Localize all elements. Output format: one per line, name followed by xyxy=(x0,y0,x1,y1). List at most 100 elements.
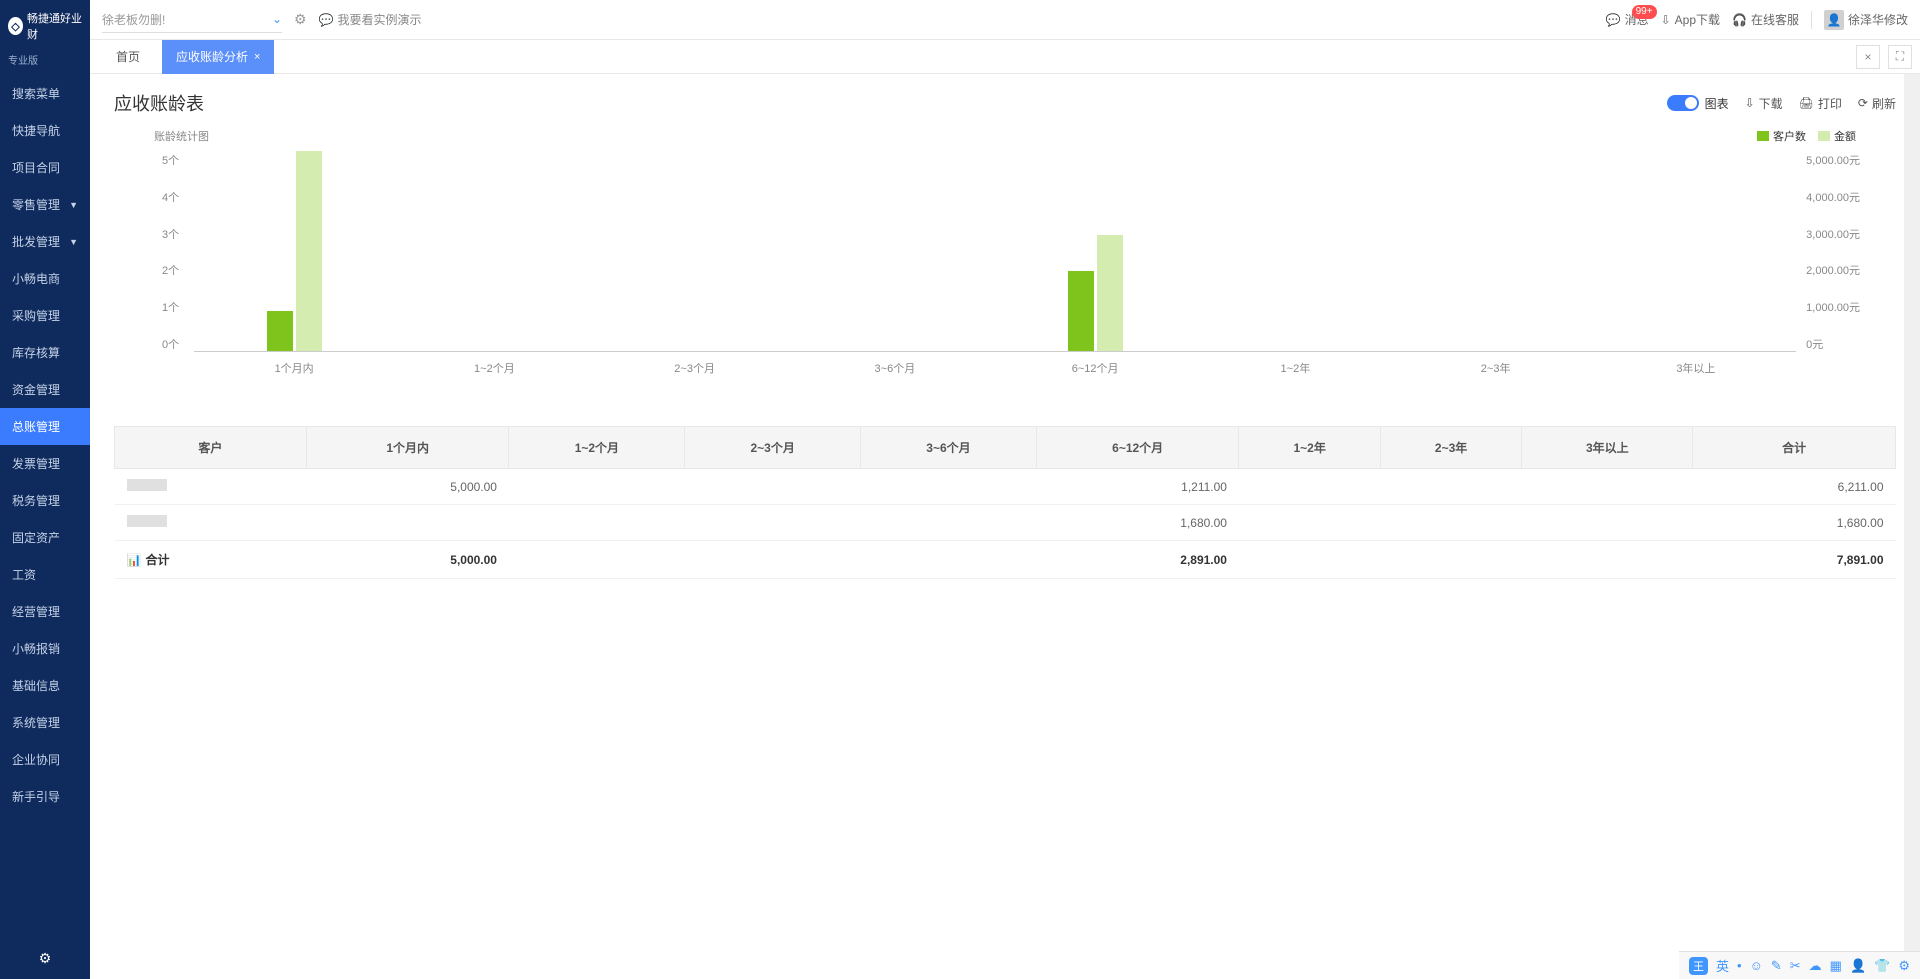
user-menu[interactable]: 👤 徐泽华修改 xyxy=(1824,10,1908,30)
demo-text: 我要看实例演示 xyxy=(338,11,422,28)
chevron-down-icon: ▼ xyxy=(69,200,78,210)
table-cell xyxy=(1522,505,1693,541)
y-left-tick: 1个 xyxy=(162,299,179,315)
tb-shirt-icon[interactable]: 👕 xyxy=(1874,958,1890,974)
table-cell xyxy=(685,541,861,579)
nav-item[interactable]: 税务管理 xyxy=(0,482,90,519)
org-selector[interactable]: 徐老板勿删! ⌄ xyxy=(102,7,282,33)
y-right-tick: 1,000.00元 xyxy=(1806,299,1860,315)
chart-area: 5个4个3个2个1个0个 5,000.00元4,000.00元3,000.00元… xyxy=(174,152,1796,402)
nav-item[interactable]: 经营管理 xyxy=(0,593,90,630)
y-right-tick: 0元 xyxy=(1806,336,1860,352)
table-header-cell: 合计 xyxy=(1693,427,1896,469)
x-label: 1个月内 xyxy=(254,360,334,376)
topbar: 徐老板勿删! ⌄ ⚙ 💬 我要看实例演示 💬 消息 99+ ⇩ App下载 🎧 … xyxy=(90,0,1920,40)
tb-scissors-icon[interactable]: ✂ xyxy=(1790,958,1801,974)
nav-item[interactable]: 总账管理 xyxy=(0,408,90,445)
table-header-cell: 1~2个月 xyxy=(509,427,685,469)
nav-item-label: 采购管理 xyxy=(12,307,60,324)
table-cell: 1,680.00 xyxy=(1693,505,1896,541)
legend-amount-label: 金额 xyxy=(1834,128,1856,144)
message-icon: 💬 xyxy=(1606,13,1621,27)
nav-item-label: 企业协同 xyxy=(12,751,60,768)
gear-icon[interactable]: ⚙ xyxy=(294,11,307,28)
tb-cloud-icon[interactable]: ☁ xyxy=(1809,958,1822,974)
table-cell xyxy=(861,541,1037,579)
nav-item[interactable]: 工资 xyxy=(0,556,90,593)
y-axis-left: 5个4个3个2个1个0个 xyxy=(162,152,179,352)
table-body: 5,000.001,211.006,211.001,680.001,680.00… xyxy=(115,469,1896,579)
tb-smile-icon[interactable]: ☺ xyxy=(1750,958,1763,973)
y-left-tick: 4个 xyxy=(162,189,179,205)
nav-item[interactable]: 企业协同 xyxy=(0,741,90,778)
scrollbar[interactable] xyxy=(1904,74,1920,951)
tb-person-icon[interactable]: 👤 xyxy=(1850,958,1866,974)
nav-item[interactable]: 项目合同 xyxy=(0,149,90,186)
nav-item[interactable]: 发票管理 xyxy=(0,445,90,482)
nav-item[interactable]: 新手引导 xyxy=(0,778,90,815)
x-label: 2~3个月 xyxy=(655,360,735,376)
tb-grid-icon[interactable]: ▦ xyxy=(1830,958,1842,974)
nav-item[interactable]: 零售管理▼ xyxy=(0,186,90,223)
nav-item[interactable]: 批发管理▼ xyxy=(0,223,90,260)
nav-item[interactable]: 库存核算 xyxy=(0,334,90,371)
tb-gear-icon[interactable]: ⚙ xyxy=(1898,958,1910,974)
x-label: 1~2个月 xyxy=(454,360,534,376)
close-icon[interactable]: × xyxy=(254,40,260,74)
legend-customers-label: 客户数 xyxy=(1773,128,1806,144)
legend-amount: 金额 xyxy=(1818,128,1856,144)
close-all-button[interactable]: × xyxy=(1856,45,1880,69)
table-cell: 5,000.00 xyxy=(306,469,509,505)
brand-logo: ◇ 畅捷通好业财 xyxy=(0,0,90,52)
table-cell xyxy=(509,541,685,579)
settings-gear-icon[interactable]: ⚙ xyxy=(0,938,90,979)
nav-item[interactable]: 基础信息 xyxy=(0,667,90,704)
nav-item[interactable]: 快捷导航 xyxy=(0,112,90,149)
brand-edition: 专业版 xyxy=(0,52,90,75)
nav-item[interactable]: 资金管理 xyxy=(0,371,90,408)
tb-edit-icon[interactable]: ✎ xyxy=(1771,958,1782,974)
tab-home[interactable]: 首页 xyxy=(102,40,154,74)
nav-item[interactable]: 采购管理 xyxy=(0,297,90,334)
nav-item[interactable]: 小畅电商 xyxy=(0,260,90,297)
page-title: 应收账龄表 xyxy=(114,90,204,116)
print-button[interactable]: 🖨 打印 xyxy=(1799,95,1842,112)
ime-badge[interactable]: 王 xyxy=(1689,957,1708,975)
y-right-tick: 5,000.00元 xyxy=(1806,152,1860,168)
nav-item[interactable]: 固定资产 xyxy=(0,519,90,556)
tb-dot-icon[interactable]: • xyxy=(1737,958,1742,973)
ime-lang[interactable]: 英 xyxy=(1716,956,1729,975)
nav-item[interactable]: 小畅报销 xyxy=(0,630,90,667)
nav-list: 搜索菜单快捷导航项目合同零售管理▼批发管理▼小畅电商采购管理库存核算资金管理总账… xyxy=(0,75,90,938)
download-button[interactable]: ⇩ 下载 xyxy=(1745,95,1783,112)
table-cell xyxy=(1380,505,1521,541)
chart-legend: 客户数 金额 xyxy=(1757,128,1856,144)
chart-toggle-switch[interactable] xyxy=(1667,95,1699,111)
messages-button[interactable]: 💬 消息 99+ xyxy=(1606,11,1649,28)
x-label: 1~2年 xyxy=(1255,360,1335,376)
tabbar: 首页 应收账龄分析 × × ⛶ xyxy=(90,40,1920,74)
x-label: 3~6个月 xyxy=(855,360,935,376)
table-cell: 7,891.00 xyxy=(1693,541,1896,579)
nav-item[interactable]: 系统管理 xyxy=(0,704,90,741)
headset-icon: 🎧 xyxy=(1732,13,1747,27)
table-row: 1,680.001,680.00 xyxy=(115,505,1896,541)
redacted-text xyxy=(127,479,167,491)
y-axis-right: 5,000.00元4,000.00元3,000.00元2,000.00元1,00… xyxy=(1806,152,1860,352)
nav-item-label: 新手引导 xyxy=(12,788,60,805)
app-download-button[interactable]: ⇩ App下载 xyxy=(1661,11,1720,28)
demo-link[interactable]: 💬 我要看实例演示 xyxy=(319,11,422,28)
refresh-button[interactable]: ⟳ 刷新 xyxy=(1858,95,1896,112)
nav-item-label: 资金管理 xyxy=(12,381,60,398)
customer-service-button[interactable]: 🎧 在线客服 xyxy=(1732,11,1799,28)
tab-active[interactable]: 应收账龄分析 × xyxy=(162,40,274,74)
table-cell xyxy=(509,505,685,541)
x-label: 3年以上 xyxy=(1656,360,1736,376)
nav-item-label: 工资 xyxy=(12,566,36,583)
print-label: 打印 xyxy=(1818,95,1842,112)
chevron-down-icon: ▼ xyxy=(69,237,78,247)
chart-plot xyxy=(194,152,1796,352)
table-cell xyxy=(861,469,1037,505)
fullscreen-button[interactable]: ⛶ xyxy=(1888,45,1912,69)
nav-item[interactable]: 搜索菜单 xyxy=(0,75,90,112)
